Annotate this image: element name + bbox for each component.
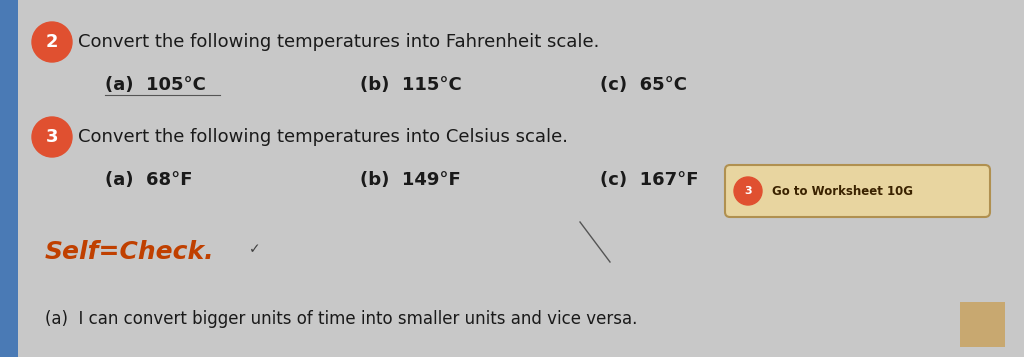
Text: (a)  I can convert bigger units of time into smaller units and vice versa.: (a) I can convert bigger units of time i…	[45, 310, 637, 328]
Circle shape	[734, 177, 762, 205]
Text: (c)  167°F: (c) 167°F	[600, 171, 698, 189]
Text: Convert the following temperatures into Fahrenheit scale.: Convert the following temperatures into …	[78, 33, 599, 51]
Text: 3: 3	[46, 128, 58, 146]
Text: ✓: ✓	[249, 242, 261, 256]
Circle shape	[32, 117, 72, 157]
Text: Self=Check.: Self=Check.	[45, 240, 215, 264]
Text: 2: 2	[46, 33, 58, 51]
Text: Go to Worksheet 10G: Go to Worksheet 10G	[772, 185, 913, 197]
FancyBboxPatch shape	[0, 0, 18, 357]
Text: (b)  115°C: (b) 115°C	[360, 76, 462, 94]
FancyBboxPatch shape	[725, 165, 990, 217]
Text: (b)  149°F: (b) 149°F	[360, 171, 461, 189]
Text: (a)  68°F: (a) 68°F	[105, 171, 193, 189]
Circle shape	[32, 22, 72, 62]
Circle shape	[237, 229, 273, 265]
Text: 3: 3	[744, 186, 752, 196]
FancyBboxPatch shape	[961, 302, 1005, 347]
Text: (a)  105°C: (a) 105°C	[105, 76, 206, 94]
Text: Convert the following temperatures into Celsius scale.: Convert the following temperatures into …	[78, 128, 568, 146]
Text: (c)  65°C: (c) 65°C	[600, 76, 687, 94]
